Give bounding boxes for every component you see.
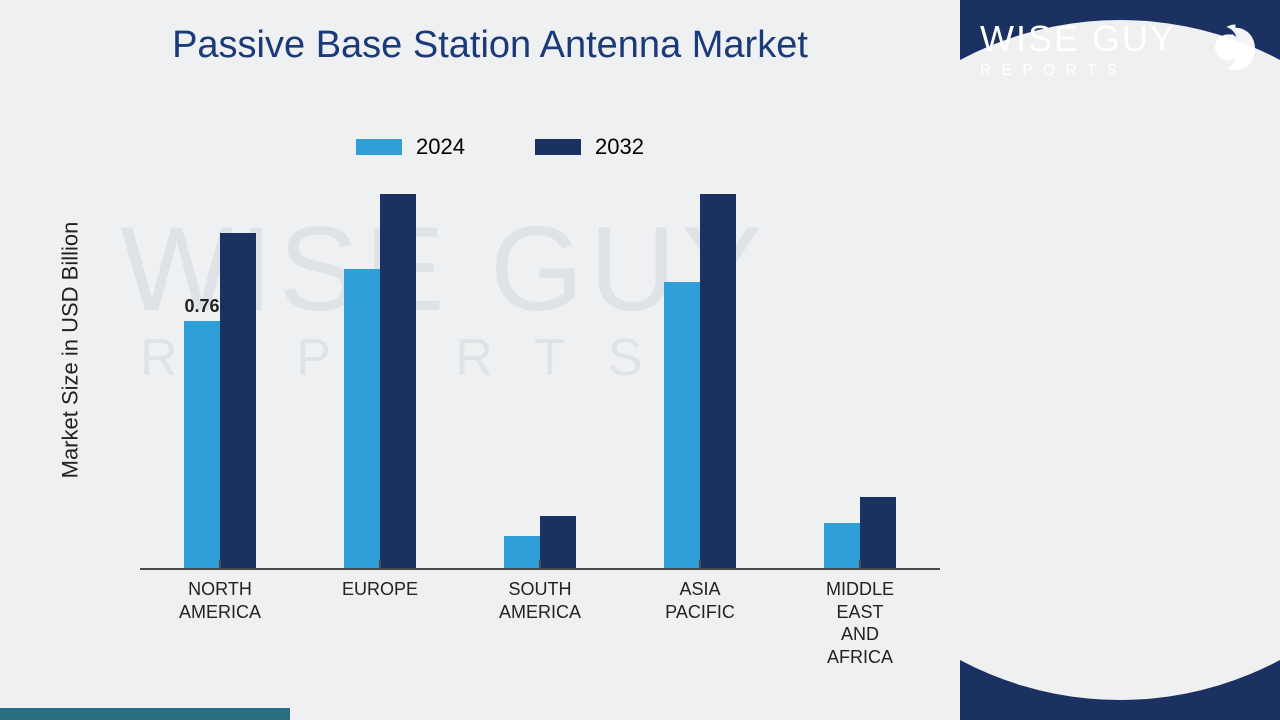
- x-tick: [699, 560, 701, 570]
- plot-area: 0.76: [140, 180, 940, 570]
- bar-pair: [824, 497, 896, 569]
- brand-main-text: WISE GUY: [980, 18, 1197, 60]
- footer-accent-bar: [0, 708, 290, 720]
- legend-item-2032: 2032: [535, 134, 644, 160]
- chart-title: Passive Base Station Antenna Market: [60, 24, 920, 67]
- x-axis-category-label: NORTHAMERICA: [140, 578, 300, 668]
- bar-2024: [824, 523, 860, 569]
- right-brand-band: [960, 0, 1280, 720]
- bar-2024: [344, 269, 380, 568]
- legend-swatch-2032: [535, 139, 581, 155]
- x-axis-category-label: SOUTHAMERICA: [460, 578, 620, 668]
- x-tick: [859, 560, 861, 570]
- chart: 2024 2032 Market Size in USD Billion 0.7…: [50, 130, 950, 700]
- bar-groups: 0.76: [140, 180, 940, 568]
- bar-group: 0.76: [140, 180, 300, 568]
- y-axis-label: Market Size in USD Billion: [50, 130, 90, 570]
- brand-block: WISE GUY REPORTS: [980, 18, 1260, 80]
- bar-value-label: 0.76: [184, 296, 220, 317]
- x-tick: [539, 560, 541, 570]
- bar-2032: [700, 194, 736, 568]
- legend-swatch-2024: [356, 139, 402, 155]
- bar-2032: [540, 516, 576, 568]
- legend-label-2032: 2032: [595, 134, 644, 160]
- y-axis-label-text: Market Size in USD Billion: [57, 222, 83, 479]
- x-tick: [219, 560, 221, 570]
- bar-group: [620, 180, 780, 568]
- brand-sub-text: REPORTS: [980, 62, 1197, 80]
- bar-2024: [184, 321, 220, 568]
- bar-group: [780, 180, 940, 568]
- bar-2032: [860, 497, 896, 569]
- x-axis-category-label: MIDDLEEASTANDAFRICA: [780, 578, 940, 668]
- legend-label-2024: 2024: [416, 134, 465, 160]
- bar-pair: [344, 194, 416, 568]
- bar-pair: 0.76: [184, 233, 256, 568]
- x-axis-labels: NORTHAMERICAEUROPESOUTHAMERICAASIAPACIFI…: [140, 578, 940, 668]
- legend-item-2024: 2024: [356, 134, 465, 160]
- bar-pair: [664, 194, 736, 568]
- x-axis-category-label: ASIAPACIFIC: [620, 578, 780, 668]
- bar-2032: [380, 194, 416, 568]
- bar-2024: [504, 536, 540, 569]
- bar-group: [300, 180, 460, 568]
- legend: 2024 2032: [50, 134, 950, 160]
- page: WISE GUY REPORTS Passive Base Station An…: [0, 0, 1280, 720]
- x-tick: [379, 560, 381, 570]
- x-axis-category-label: EUROPE: [300, 578, 460, 668]
- bar-2032: [220, 233, 256, 568]
- bar-group: [460, 180, 620, 568]
- brand-head-icon: [1211, 23, 1260, 75]
- bar-2024: [664, 282, 700, 568]
